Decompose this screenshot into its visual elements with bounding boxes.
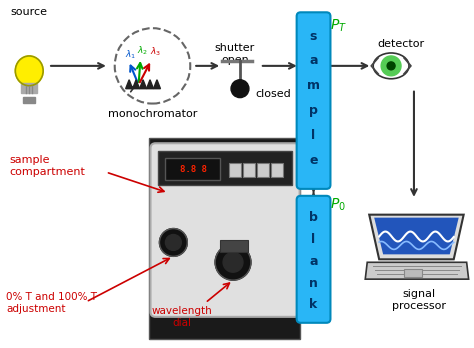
Text: wavelength
dial: wavelength dial	[152, 306, 213, 327]
Bar	[220, 240, 248, 252]
Text: $P_0$: $P_0$	[330, 197, 346, 213]
Ellipse shape	[15, 56, 43, 86]
Bar	[21, 83, 37, 93]
Circle shape	[159, 229, 187, 256]
Circle shape	[231, 80, 249, 98]
FancyBboxPatch shape	[271, 163, 283, 177]
Polygon shape	[154, 80, 161, 89]
FancyBboxPatch shape	[151, 143, 300, 317]
Text: sample
compartment: sample compartment	[9, 155, 85, 177]
Ellipse shape	[373, 53, 409, 79]
Polygon shape	[133, 80, 139, 89]
Text: n: n	[309, 277, 318, 290]
Bar	[23, 97, 35, 103]
Polygon shape	[126, 80, 133, 89]
Text: k: k	[310, 299, 318, 311]
Text: l: l	[311, 233, 316, 246]
Text: $P_T$: $P_T$	[330, 18, 347, 34]
Circle shape	[387, 62, 395, 70]
Polygon shape	[146, 80, 154, 89]
Text: a: a	[310, 255, 318, 268]
Text: shutter
open: shutter open	[215, 43, 255, 65]
Text: p: p	[309, 104, 318, 117]
Text: detector: detector	[377, 39, 425, 49]
Circle shape	[165, 235, 182, 250]
FancyBboxPatch shape	[257, 163, 269, 177]
Circle shape	[223, 252, 243, 272]
FancyBboxPatch shape	[243, 163, 255, 177]
Text: a: a	[310, 54, 318, 68]
Polygon shape	[139, 80, 146, 89]
Text: $\lambda_2$: $\lambda_2$	[137, 45, 148, 57]
Text: 8.8 8: 8.8 8	[180, 165, 207, 174]
Circle shape	[115, 28, 190, 104]
Circle shape	[215, 244, 251, 280]
Text: 0% T and 100% T
adjustment: 0% T and 100% T adjustment	[6, 292, 97, 314]
Text: m: m	[307, 79, 320, 92]
Text: source: source	[11, 7, 48, 17]
Text: $\lambda_3$: $\lambda_3$	[149, 46, 161, 58]
FancyBboxPatch shape	[297, 12, 330, 189]
Text: l: l	[311, 129, 316, 142]
Bar	[165, 158, 220, 180]
FancyBboxPatch shape	[158, 151, 292, 185]
Text: s: s	[310, 30, 317, 42]
Text: closed: closed	[255, 89, 291, 99]
Bar	[404, 269, 422, 277]
Text: b: b	[309, 211, 318, 224]
FancyBboxPatch shape	[297, 196, 330, 323]
Text: signal
processor: signal processor	[392, 289, 446, 311]
Bar	[148, 138, 300, 339]
Text: e: e	[310, 153, 318, 167]
FancyBboxPatch shape	[229, 163, 241, 177]
Polygon shape	[374, 218, 459, 254]
Polygon shape	[369, 215, 464, 259]
Circle shape	[381, 56, 401, 76]
Polygon shape	[365, 262, 469, 279]
Text: monochromator: monochromator	[108, 109, 197, 119]
Text: $\lambda_1$: $\lambda_1$	[125, 49, 136, 62]
